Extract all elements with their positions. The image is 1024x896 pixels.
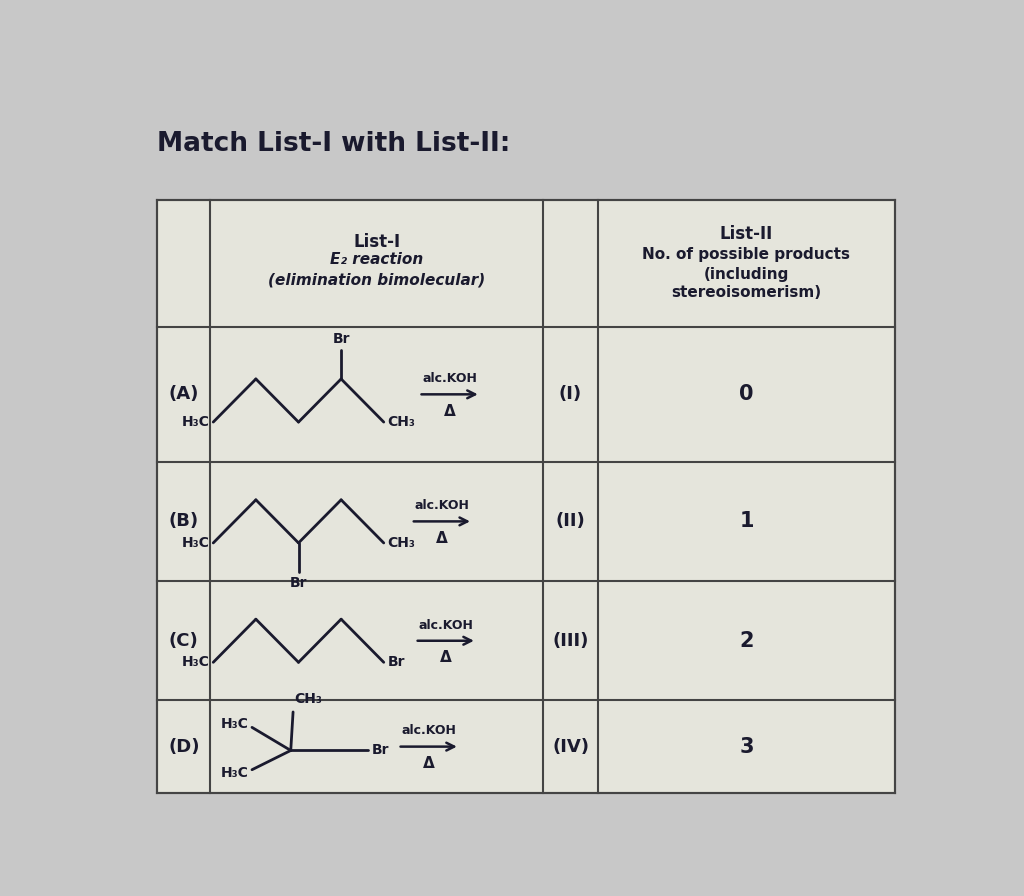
Text: alc.KOH: alc.KOH	[415, 499, 469, 513]
Text: (C): (C)	[169, 632, 199, 650]
Text: H₃C: H₃C	[220, 718, 248, 731]
Text: List-I: List-I	[353, 233, 400, 251]
Text: (D): (D)	[168, 737, 200, 755]
Text: Δ: Δ	[436, 530, 447, 546]
Text: alc.KOH: alc.KOH	[422, 372, 477, 385]
Text: Δ: Δ	[443, 403, 456, 418]
Text: (III): (III)	[552, 632, 589, 650]
Text: CH₃: CH₃	[388, 536, 416, 550]
Text: Br: Br	[290, 576, 307, 590]
Text: stereoisomerism): stereoisomerism)	[672, 285, 821, 300]
Text: CH₃: CH₃	[388, 415, 416, 429]
Text: CH₃: CH₃	[295, 692, 323, 706]
Text: (including: (including	[703, 267, 790, 281]
Text: H₃C: H₃C	[181, 415, 209, 429]
Text: 3: 3	[739, 737, 754, 756]
Text: Br: Br	[372, 744, 389, 757]
Text: H₃C: H₃C	[181, 536, 209, 550]
Text: H₃C: H₃C	[181, 655, 209, 669]
Text: Δ: Δ	[440, 650, 452, 665]
Text: 0: 0	[739, 384, 754, 404]
Text: (IV): (IV)	[552, 737, 589, 755]
Text: (elimination bimolecular): (elimination bimolecular)	[268, 273, 485, 288]
Text: 2: 2	[739, 631, 754, 650]
Text: (II): (II)	[556, 513, 586, 530]
Text: List-II: List-II	[720, 225, 773, 243]
Text: 1: 1	[739, 512, 754, 531]
Text: E₂ reaction: E₂ reaction	[330, 252, 423, 267]
Text: Δ: Δ	[423, 756, 434, 771]
Text: Br: Br	[333, 332, 350, 346]
Text: alc.KOH: alc.KOH	[419, 618, 473, 632]
Text: (A): (A)	[169, 385, 199, 403]
Text: (I): (I)	[559, 385, 582, 403]
Text: (B): (B)	[169, 513, 199, 530]
Text: Match List-I with List-II:: Match List-I with List-II:	[158, 132, 511, 158]
Bar	[158, 200, 895, 793]
Text: Br: Br	[388, 655, 406, 669]
Text: No. of possible products: No. of possible products	[642, 246, 851, 262]
Text: H₃C: H₃C	[220, 766, 248, 780]
Text: alc.KOH: alc.KOH	[401, 724, 456, 737]
